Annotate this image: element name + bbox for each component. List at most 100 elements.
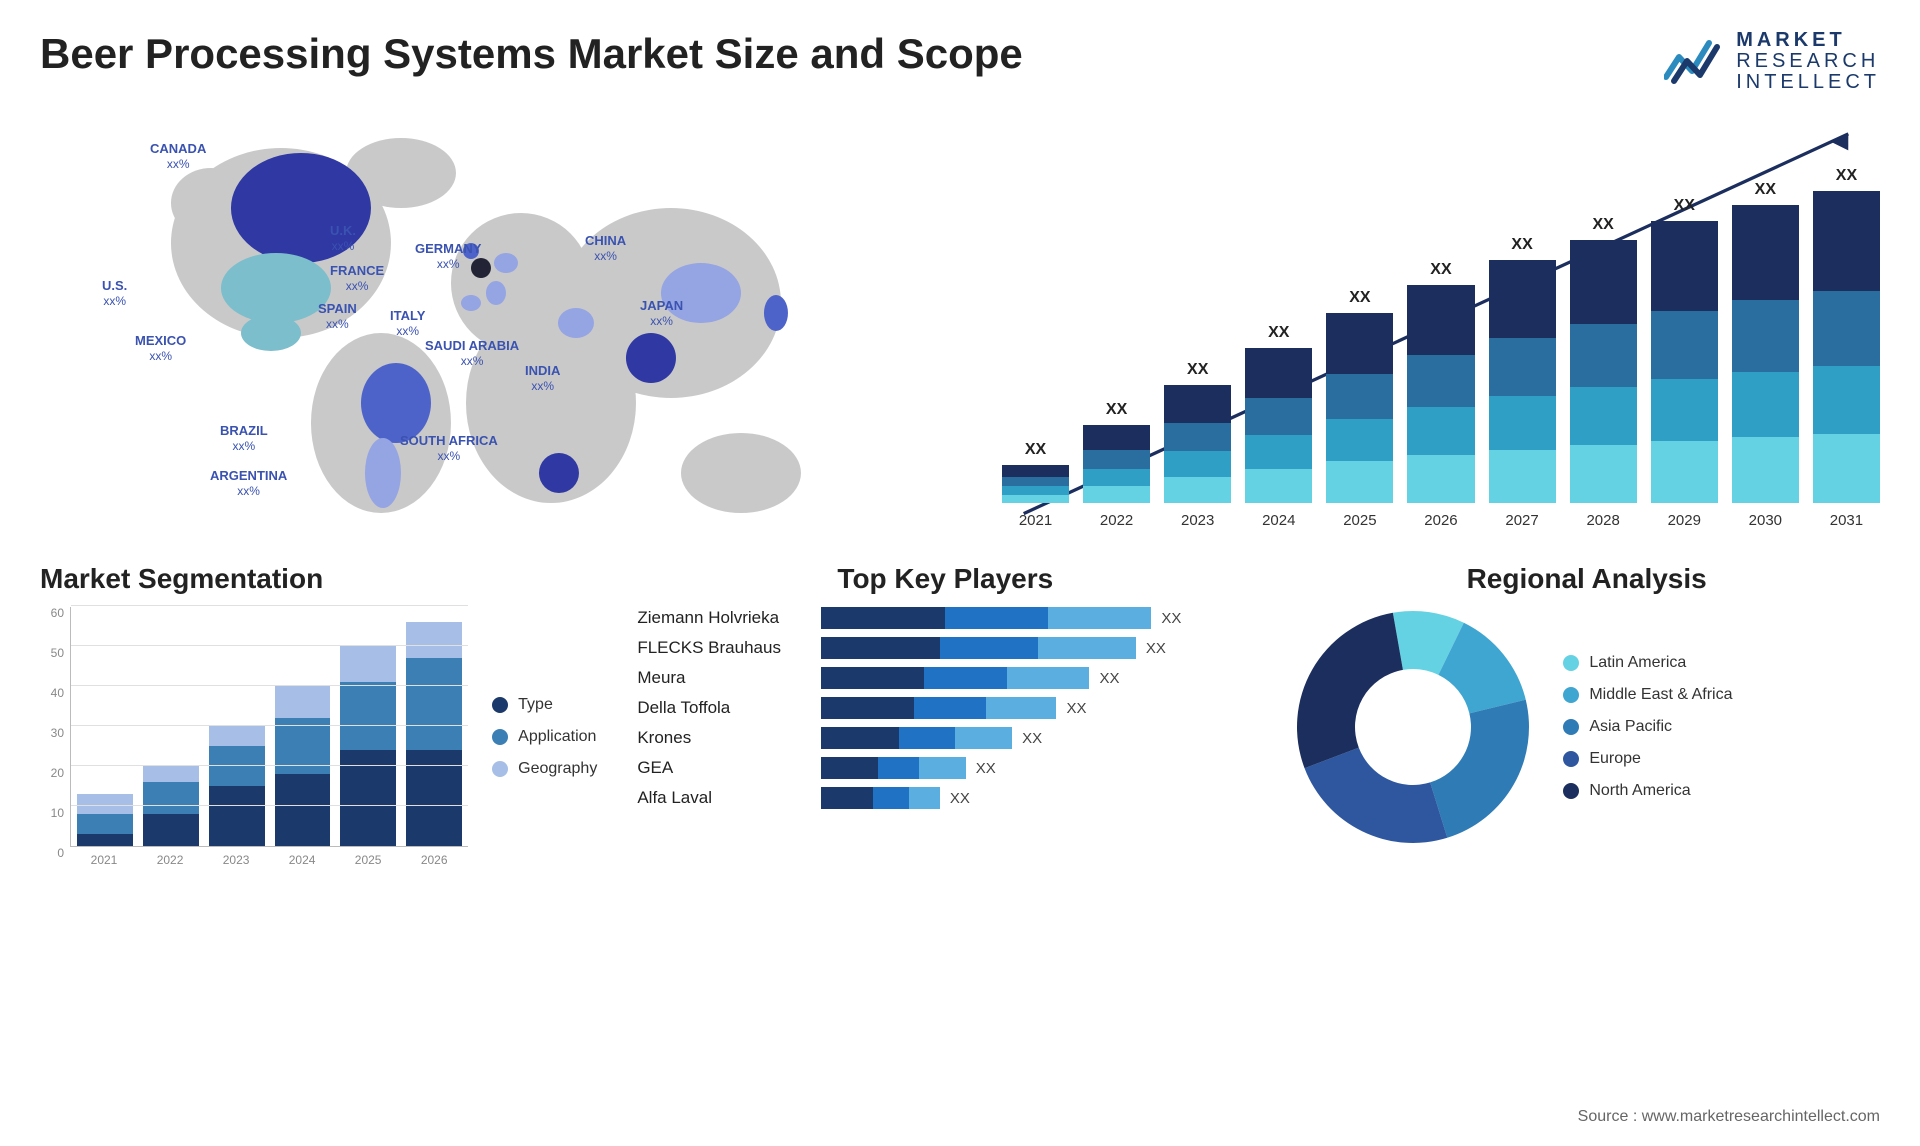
logo-line3: INTELLECT	[1736, 72, 1880, 93]
player-value: XX	[1066, 700, 1086, 717]
map-label: MEXICOxx%	[135, 333, 186, 363]
segmentation-bar	[143, 766, 199, 846]
legend-item: Latin America	[1563, 654, 1732, 672]
segmentation-year-label: 2025	[340, 853, 396, 867]
forecast-value-label: XX	[1407, 261, 1474, 279]
segmentation-year-label: 2021	[76, 853, 132, 867]
player-name: GEA	[637, 758, 807, 778]
forecast-value-label: XX	[1570, 216, 1637, 234]
forecast-value-label: XX	[1651, 197, 1718, 215]
player-name: Della Toffola	[637, 698, 807, 718]
map-label: BRAZILxx%	[220, 423, 268, 453]
world-map: CANADAxx% U.S.xx% MEXICOxx% BRAZILxx% ARGENT…	[40, 123, 962, 533]
map-label: CHINAxx%	[585, 233, 626, 263]
player-row: Meura XX	[637, 667, 1253, 689]
player-bar	[821, 757, 965, 779]
segmentation-year-label: 2022	[142, 853, 198, 867]
forecast-value-label: XX	[1002, 441, 1069, 459]
player-row: Krones XX	[637, 727, 1253, 749]
forecast-year-label: 2028	[1570, 512, 1637, 529]
player-bar	[821, 697, 1056, 719]
forecast-year-label: 2030	[1732, 512, 1799, 529]
player-name: Meura	[637, 668, 807, 688]
map-label: ARGENTINAxx%	[210, 468, 287, 498]
forecast-value-label: XX	[1489, 236, 1556, 254]
regional-legend: Latin America Middle East & Africa Asia Pa…	[1563, 654, 1732, 800]
forecast-value-label: XX	[1326, 289, 1393, 307]
segmentation-panel: Market Segmentation 0102030405060 202120…	[40, 563, 597, 867]
map-label: SPAINxx%	[318, 301, 357, 331]
player-row: FLECKS Brauhaus XX	[637, 637, 1253, 659]
forecast-year-label: 2031	[1813, 512, 1880, 529]
player-name: Krones	[637, 728, 807, 748]
segmentation-legend: TypeApplicationGeography	[492, 607, 597, 867]
legend-item: Application	[492, 728, 597, 746]
player-row: GEA XX	[637, 757, 1253, 779]
forecast-bar: 2022XX	[1083, 425, 1150, 503]
map-label: GERMANYxx%	[415, 241, 481, 271]
forecast-bar: 2028XX	[1570, 240, 1637, 503]
player-bar	[821, 727, 1012, 749]
page-title: Beer Processing Systems Market Size and …	[40, 30, 1023, 78]
legend-item: Asia Pacific	[1563, 718, 1732, 736]
player-name: Alfa Laval	[637, 788, 807, 808]
players-title: Top Key Players	[637, 563, 1253, 595]
logo-line2: RESEARCH	[1736, 51, 1880, 72]
forecast-bar: 2031XX	[1813, 191, 1880, 503]
map-label: FRANCExx%	[330, 263, 384, 293]
logo-line1: MARKET	[1736, 30, 1880, 51]
segmentation-title: Market Segmentation	[40, 563, 597, 595]
segmentation-year-label: 2023	[208, 853, 264, 867]
forecast-year-label: 2022	[1083, 512, 1150, 529]
map-label: JAPANxx%	[640, 298, 683, 328]
segmentation-year-label: 2026	[406, 853, 462, 867]
map-label: CANADAxx%	[150, 141, 206, 171]
player-value: XX	[976, 760, 996, 777]
legend-item: Geography	[492, 760, 597, 778]
player-value: XX	[1099, 670, 1119, 687]
source-attribution: Source : www.marketresearchintellect.com	[1578, 1108, 1880, 1126]
map-label: U.S.xx%	[102, 278, 127, 308]
players-panel: Top Key Players Ziemann HolvriekaXX FLECK…	[637, 563, 1253, 867]
forecast-value-label: XX	[1083, 401, 1150, 419]
player-name: FLECKS Brauhaus	[637, 638, 807, 658]
forecast-year-label: 2025	[1326, 512, 1393, 529]
segmentation-bar	[406, 622, 462, 846]
forecast-value-label: XX	[1813, 167, 1880, 185]
player-row: Della Toffola XX	[637, 697, 1253, 719]
forecast-value-label: XX	[1732, 181, 1799, 199]
forecast-year-label: 2021	[1002, 512, 1069, 529]
legend-item: Middle East & Africa	[1563, 686, 1732, 704]
player-bar	[821, 787, 940, 809]
segmentation-bar	[209, 726, 265, 846]
map-label: SOUTH AFRICAxx%	[400, 433, 498, 463]
segmentation-bar	[275, 686, 331, 846]
regional-title: Regional Analysis	[1293, 563, 1880, 595]
forecast-bar: 2021XX	[1002, 465, 1069, 503]
player-row: Alfa Laval XX	[637, 787, 1253, 809]
forecast-year-label: 2027	[1489, 512, 1556, 529]
donut-slice	[1297, 613, 1403, 768]
players-chart: Ziemann HolvriekaXXFLECKS BrauhausXXMeur…	[637, 607, 1253, 809]
segmentation-bar	[340, 646, 396, 846]
brand-logo: MARKET RESEARCH INTELLECT	[1664, 30, 1880, 93]
forecast-year-label: 2024	[1245, 512, 1312, 529]
map-label: SAUDI ARABIAxx%	[425, 338, 519, 368]
player-value: XX	[1022, 730, 1042, 747]
forecast-bar: 2025XX	[1326, 313, 1393, 503]
player-value: XX	[1146, 640, 1166, 657]
player-row: Ziemann HolvriekaXX	[637, 607, 1253, 629]
forecast-bar: 2030XX	[1732, 205, 1799, 503]
forecast-bar: 2029XX	[1651, 221, 1718, 503]
donut-slice	[1430, 700, 1529, 838]
player-value: XX	[950, 790, 970, 807]
map-label: ITALYxx%	[390, 308, 425, 338]
legend-item: North America	[1563, 782, 1732, 800]
forecast-bar: 2023XX	[1164, 385, 1231, 503]
forecast-bar: 2027XX	[1489, 260, 1556, 503]
player-bar	[821, 667, 1089, 689]
forecast-year-label: 2029	[1651, 512, 1718, 529]
forecast-year-label: 2023	[1164, 512, 1231, 529]
main-forecast-chart: 2021XX2022XX2023XX2024XX2025XX2026XX2027…	[1002, 123, 1880, 533]
forecast-bar: 2024XX	[1245, 348, 1312, 503]
